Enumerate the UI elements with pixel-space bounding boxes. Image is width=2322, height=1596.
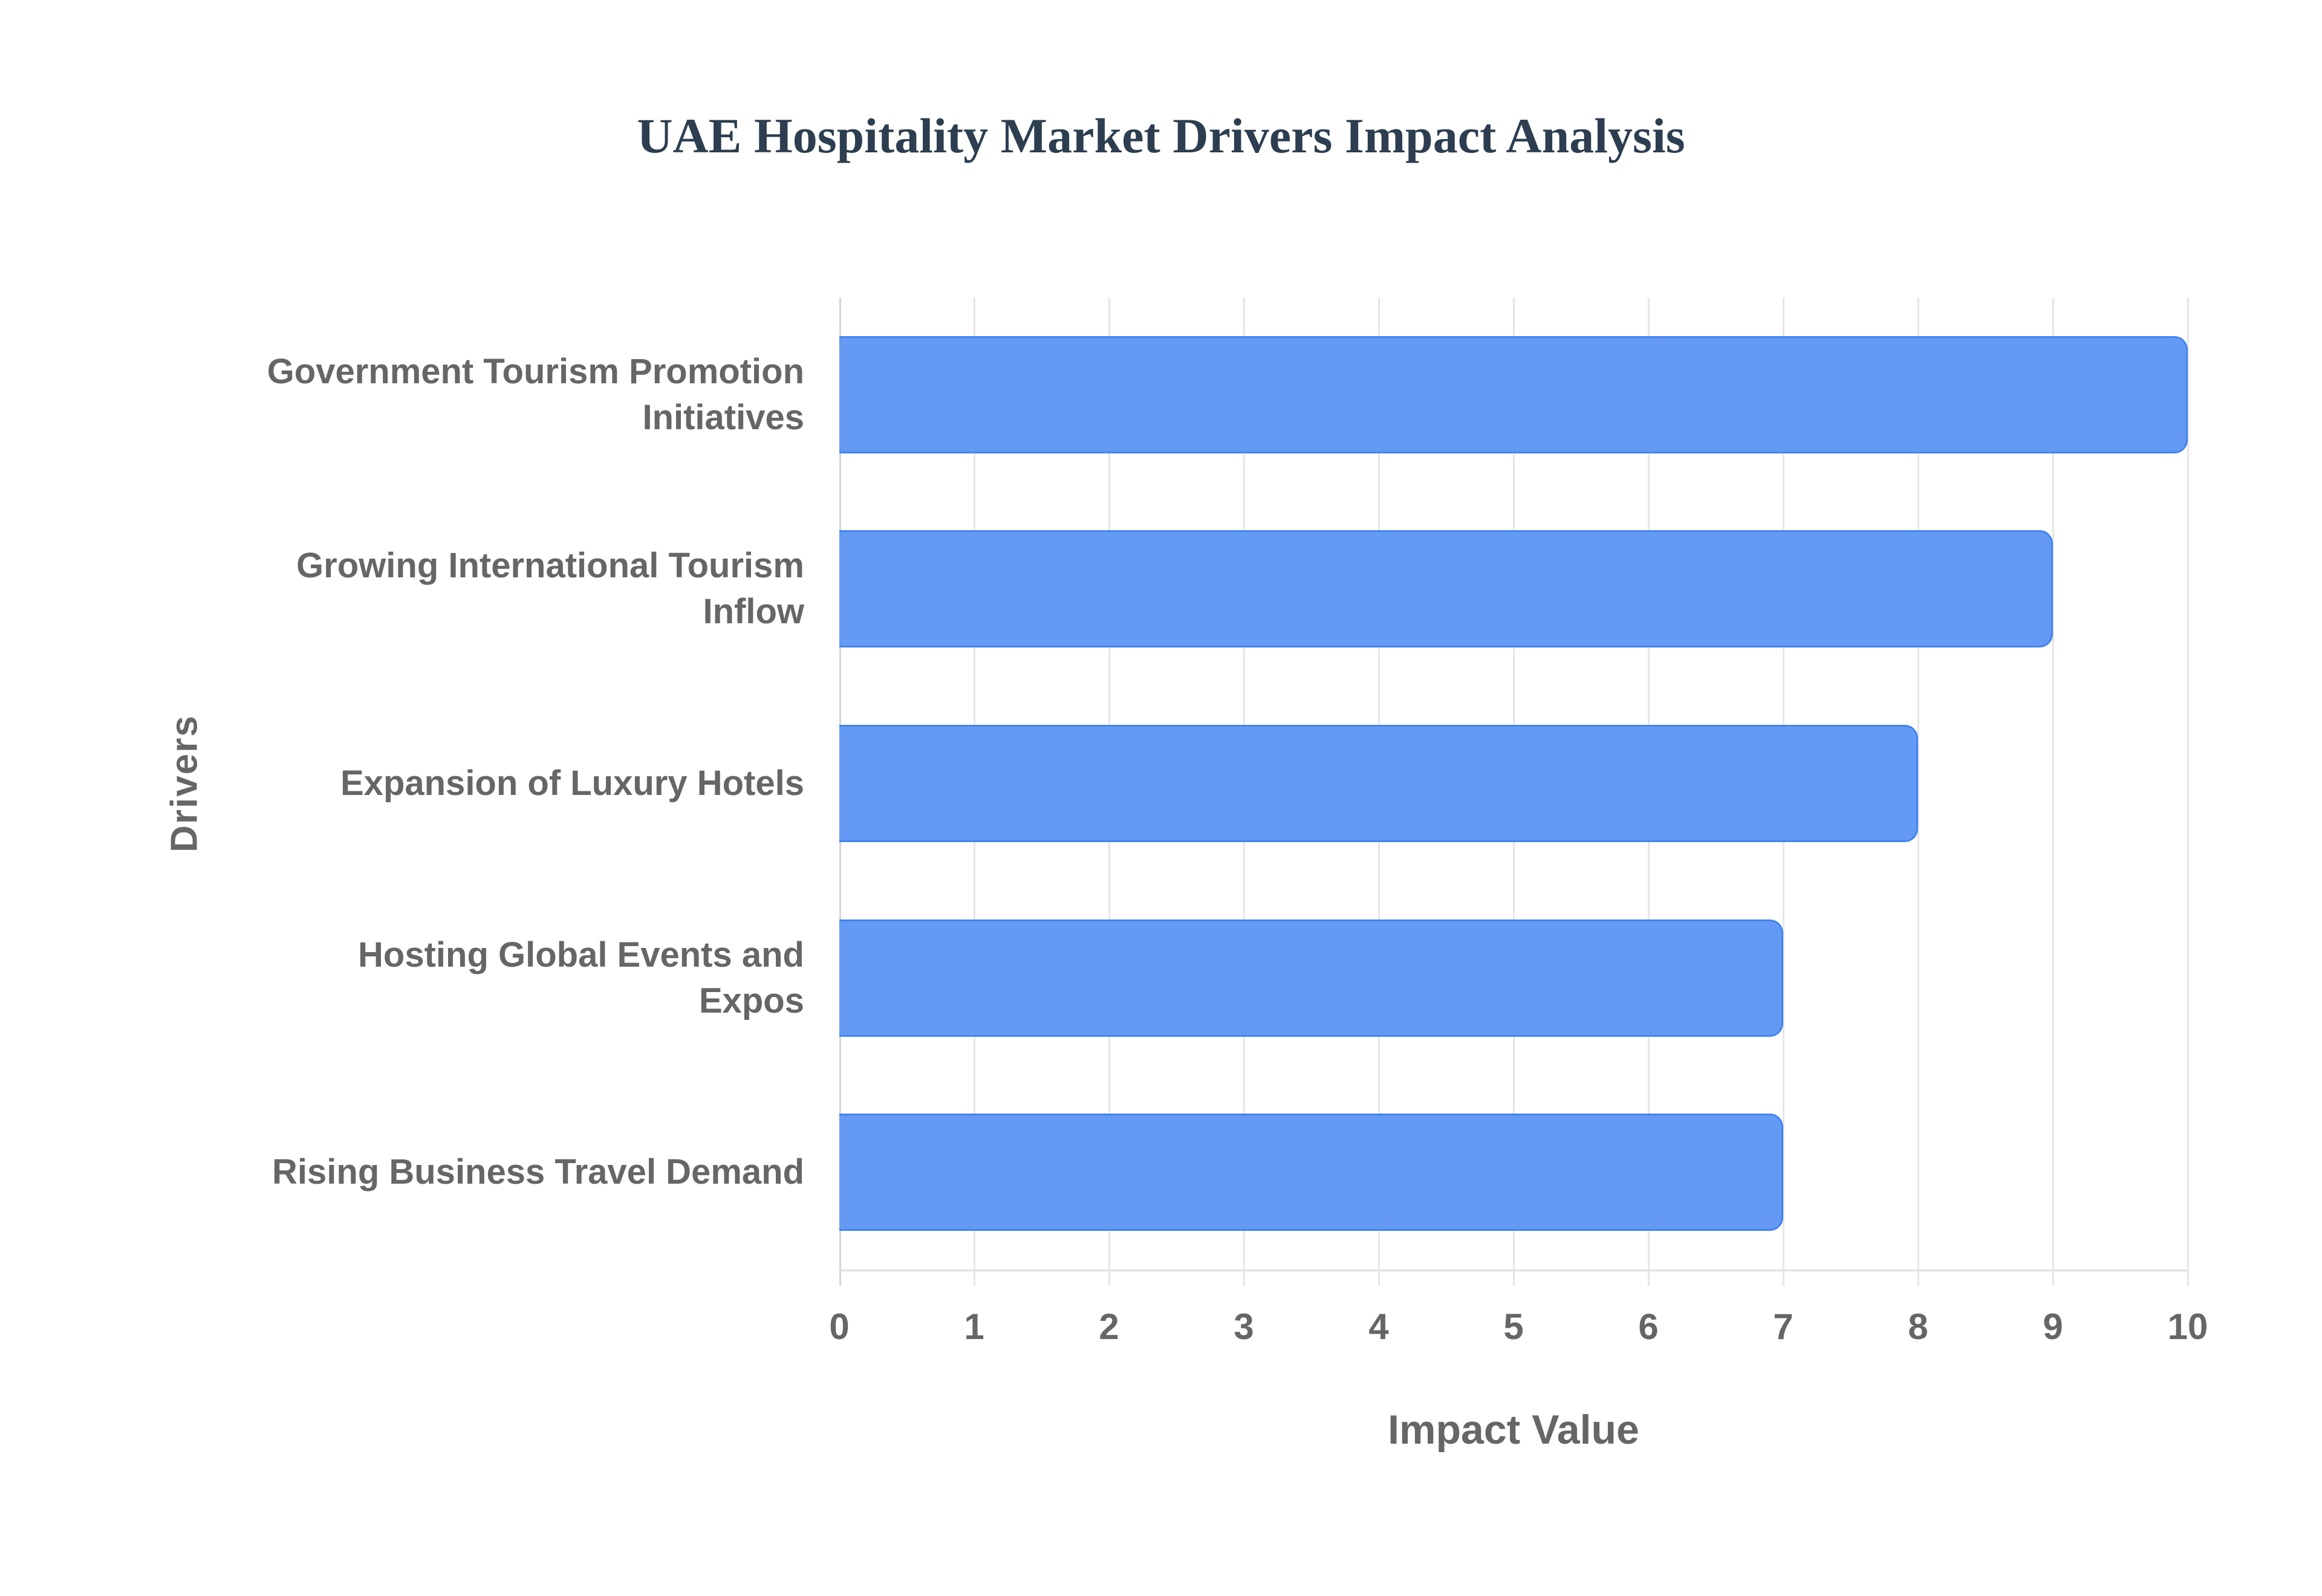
bar[interactable] <box>839 725 1918 842</box>
y-tick-line: Initiatives <box>642 398 804 437</box>
y-tick-line: Growing International Tourism <box>296 546 804 585</box>
gridline <box>1917 297 1919 1286</box>
x-tick-label: 9 <box>2043 1306 2063 1347</box>
chart-title: UAE Hospitality Market Drivers Impact An… <box>637 108 1685 163</box>
x-tick-label: 1 <box>964 1306 984 1347</box>
x-tick-label: 6 <box>1638 1306 1659 1347</box>
x-tick-label: 0 <box>829 1306 850 1347</box>
y-tick-line: Rising Business Travel Demand <box>272 1152 804 1192</box>
x-tick-label: 4 <box>1368 1306 1389 1347</box>
bar[interactable] <box>839 336 2188 453</box>
y-tick-line: Government Tourism Promotion <box>267 352 804 391</box>
x-tick-label: 5 <box>1503 1306 1524 1347</box>
x-tick-label: 8 <box>1908 1306 1928 1347</box>
bar[interactable] <box>839 919 1783 1037</box>
x-axis-label: Impact Value <box>1388 1407 1639 1453</box>
gridline <box>2052 297 2054 1286</box>
y-tick-line: Hosting Global Events and <box>358 935 804 975</box>
x-tick-label: 7 <box>1773 1306 1794 1347</box>
y-tick-label: Hosting Global Events and Expos <box>139 932 804 1024</box>
y-tick-line: Inflow <box>703 592 804 631</box>
x-tick-label: 3 <box>1234 1306 1254 1347</box>
y-tick-line: Expansion of Luxury Hotels <box>340 764 804 803</box>
x-tick-label: 2 <box>1099 1306 1119 1347</box>
x-tick-label: 10 <box>2167 1306 2208 1347</box>
plot-area <box>839 297 2189 1286</box>
gridline <box>2187 297 2189 1286</box>
y-tick-label: Expansion of Luxury Hotels <box>139 761 804 806</box>
y-tick-label: Growing International Tourism Inflow <box>139 543 804 635</box>
y-tick-label: Government Tourism Promotion Initiatives <box>139 349 804 441</box>
bar[interactable] <box>839 1114 1783 1231</box>
y-tick-label: Rising Business Travel Demand <box>139 1149 804 1195</box>
y-tick-line: Expos <box>698 981 804 1020</box>
bar[interactable] <box>839 530 2053 648</box>
